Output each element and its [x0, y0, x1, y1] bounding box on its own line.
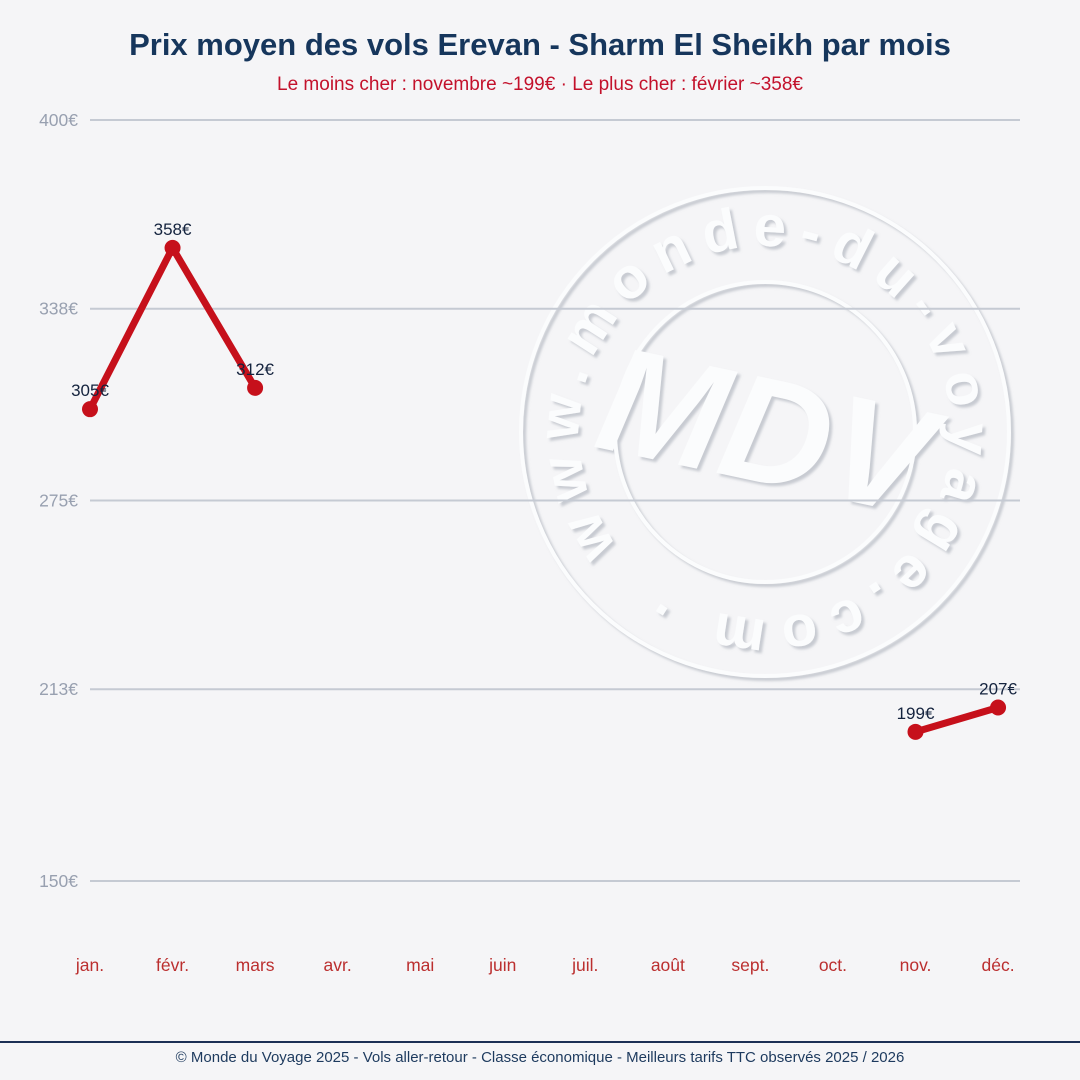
data-point-value-label: 207€	[979, 679, 1017, 698]
x-axis-label: nov.	[900, 955, 932, 975]
y-axis-tick-label: 275€	[39, 491, 78, 511]
x-axis-label: jan.	[75, 955, 104, 975]
x-axis-label: mars	[236, 955, 275, 975]
x-axis-label: juil.	[571, 955, 598, 975]
data-point-marker	[990, 699, 1007, 716]
x-axis-label: oct.	[819, 955, 847, 975]
data-point-marker	[164, 239, 181, 256]
x-axis-label: mai	[406, 955, 434, 975]
watermark-outer-ring	[519, 186, 1011, 678]
y-axis-tick-label: 338€	[39, 299, 78, 319]
x-axis-label: sept.	[731, 955, 769, 975]
x-axis-label: juin	[488, 955, 516, 975]
y-axis-tick-label: 150€	[39, 871, 78, 891]
footer-divider	[0, 1041, 1080, 1043]
price-line-segment	[912, 703, 1002, 736]
watermark-inner-ring	[613, 280, 917, 584]
x-axis-label: déc.	[982, 955, 1015, 975]
data-point-marker	[82, 401, 98, 418]
x-axis-label: avr.	[324, 955, 352, 975]
chart-title: Prix moyen des vols Erevan - Sharm El Sh…	[129, 27, 951, 62]
x-axis-label: févr.	[156, 955, 189, 975]
price-line-segment	[86, 244, 259, 413]
data-point-value-label: 358€	[154, 220, 192, 239]
y-axis-tick-label: 213€	[39, 679, 78, 699]
y-axis-tick-label: 400€	[39, 110, 78, 130]
data-point-marker	[907, 723, 924, 740]
data-point-value-label: 305€	[71, 381, 109, 400]
x-axis-label: août	[651, 955, 685, 975]
data-point-value-label: 199€	[897, 704, 935, 723]
data-point-marker	[247, 379, 264, 396]
data-point-value-label: 312€	[236, 360, 274, 379]
chart-subtitle: Le moins cher : novembre ~199€ · Le plus…	[277, 74, 803, 95]
footer-credit: © Monde du Voyage 2025 - Vols aller-reto…	[175, 1049, 905, 1066]
